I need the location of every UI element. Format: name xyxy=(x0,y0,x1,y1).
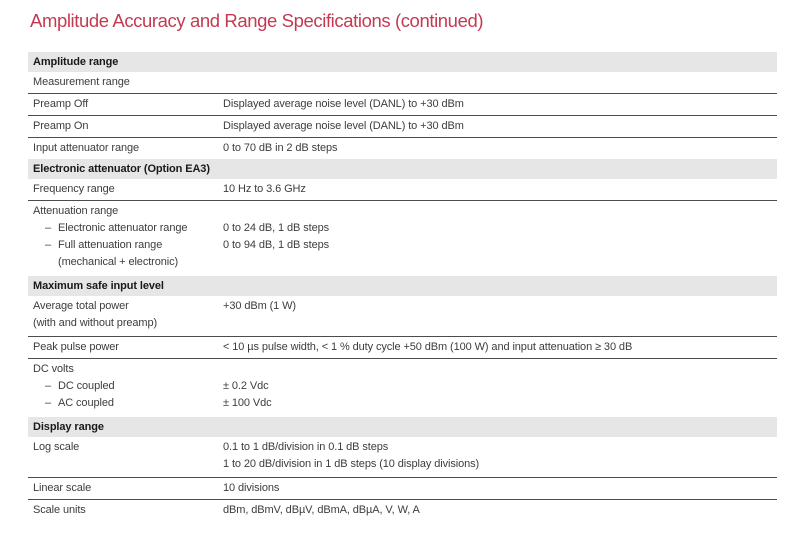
dash-mark: – xyxy=(45,239,52,251)
table-row-group: Attenuation range – Electronic attenuator… xyxy=(28,201,777,276)
table-subrow: – AC coupled ± 100 Vdc xyxy=(28,395,777,412)
table-row-group: DC volts – DC coupled ± 0.2 Vdc – AC coupl… xyxy=(28,359,777,417)
table-row: Log scale 0.1 to 1 dB/division in 0.1 dB… xyxy=(28,437,777,478)
row-sublabel-text: DC coupled xyxy=(58,380,115,392)
section-header-label: Maximum safe input level xyxy=(33,280,164,292)
row-value: +30 dBm (1 W) xyxy=(223,300,296,312)
row-value: 0.1 to 1 dB/division in 0.1 dB steps 1 t… xyxy=(223,439,777,473)
row-label: Log scale xyxy=(33,441,80,453)
row-sublabel: – Full attenuation range (mechanical + el… xyxy=(28,237,223,271)
row-value-line2: 1 to 20 dB/division in 1 dB steps (10 di… xyxy=(223,458,480,470)
table-row: Measurement range xyxy=(28,72,777,94)
row-label-line1: Average total power xyxy=(33,300,129,312)
table-subrow: – Electronic attenuator range 0 to 24 dB,… xyxy=(28,220,777,237)
row-value: ± 100 Vdc xyxy=(223,397,272,409)
row-value: 0 to 94 dB, 1 dB steps xyxy=(223,239,330,251)
row-label: DC volts xyxy=(33,363,74,375)
row-value: dBm, dBmV, dBµV, dBmA, dBµA, V, W, A xyxy=(223,504,420,516)
row-value: 0 to 70 dB in 2 dB steps xyxy=(223,142,338,154)
row-label: Measurement range xyxy=(33,76,130,88)
table-row: Preamp Off Displayed average noise level… xyxy=(28,94,777,116)
row-label: Preamp On xyxy=(33,120,89,132)
table-row: Frequency range 10 Hz to 3.6 GHz xyxy=(28,179,777,201)
page-title: Amplitude Accuracy and Range Specificati… xyxy=(30,10,484,31)
table-row: Linear scale 10 divisions xyxy=(28,478,777,500)
row-value-line1: 0.1 to 1 dB/division in 0.1 dB steps xyxy=(223,441,389,453)
row-value: 10 Hz to 3.6 GHz xyxy=(223,183,306,195)
row-sublabel-text: AC coupled xyxy=(58,397,114,409)
dash-mark: – xyxy=(45,397,52,409)
table-row: Preamp On Displayed average noise level … xyxy=(28,116,777,138)
section-header-electronic-attenuator: Electronic attenuator (Option EA3) xyxy=(28,159,777,179)
table-subrow: – DC coupled ± 0.2 Vdc xyxy=(28,378,777,395)
table-row: Average total power (with and without pr… xyxy=(28,296,777,337)
section-header-display-range: Display range xyxy=(28,417,777,437)
row-sublabel-text: Full attenuation range xyxy=(58,239,163,251)
spec-table: Amplitude range Measurement range Preamp… xyxy=(28,52,777,521)
section-header-label: Amplitude range xyxy=(33,56,119,68)
row-label: Average total power (with and without pr… xyxy=(28,298,223,332)
row-sublabel-line2: (mechanical + electronic) xyxy=(58,256,179,268)
table-subrow: – Full attenuation range (mechanical + el… xyxy=(28,237,777,271)
dash-mark: – xyxy=(45,380,52,392)
row-value: 0 to 24 dB, 1 dB steps xyxy=(223,222,330,234)
row-value: 10 divisions xyxy=(223,482,280,494)
table-row: Input attenuator range 0 to 70 dB in 2 d… xyxy=(28,138,777,159)
row-sublabel: – Electronic attenuator range xyxy=(28,220,223,237)
row-label: Frequency range xyxy=(33,183,115,195)
row-label-line2: (with and without preamp) xyxy=(33,317,158,329)
section-header-label: Electronic attenuator (Option EA3) xyxy=(33,163,210,175)
row-value: < 10 µs pulse width, < 1 % duty cycle +5… xyxy=(223,341,633,353)
row-sublabel: – AC coupled xyxy=(28,395,223,412)
row-value: Displayed average noise level (DANL) to … xyxy=(223,120,464,132)
table-row: Scale units dBm, dBmV, dBµV, dBmA, dBµA,… xyxy=(28,500,777,521)
row-label: Linear scale xyxy=(33,482,92,494)
row-label: Input attenuator range xyxy=(33,142,140,154)
section-header-amplitude-range: Amplitude range xyxy=(28,52,777,72)
row-value: ± 0.2 Vdc xyxy=(223,380,269,392)
row-label: Peak pulse power xyxy=(33,341,119,353)
row-sublabel-text: Electronic attenuator range xyxy=(58,222,188,234)
dash-mark: – xyxy=(45,222,52,234)
section-header-maximum-safe-input-level: Maximum safe input level xyxy=(28,276,777,296)
row-value: Displayed average noise level (DANL) to … xyxy=(223,98,464,110)
row-label: Scale units xyxy=(33,504,86,516)
section-header-label: Display range xyxy=(33,421,104,433)
row-label: Preamp Off xyxy=(33,98,89,110)
row-label: Attenuation range xyxy=(33,205,119,217)
table-row: Peak pulse power < 10 µs pulse width, < … xyxy=(28,337,777,359)
row-sublabel: – DC coupled xyxy=(28,378,223,395)
